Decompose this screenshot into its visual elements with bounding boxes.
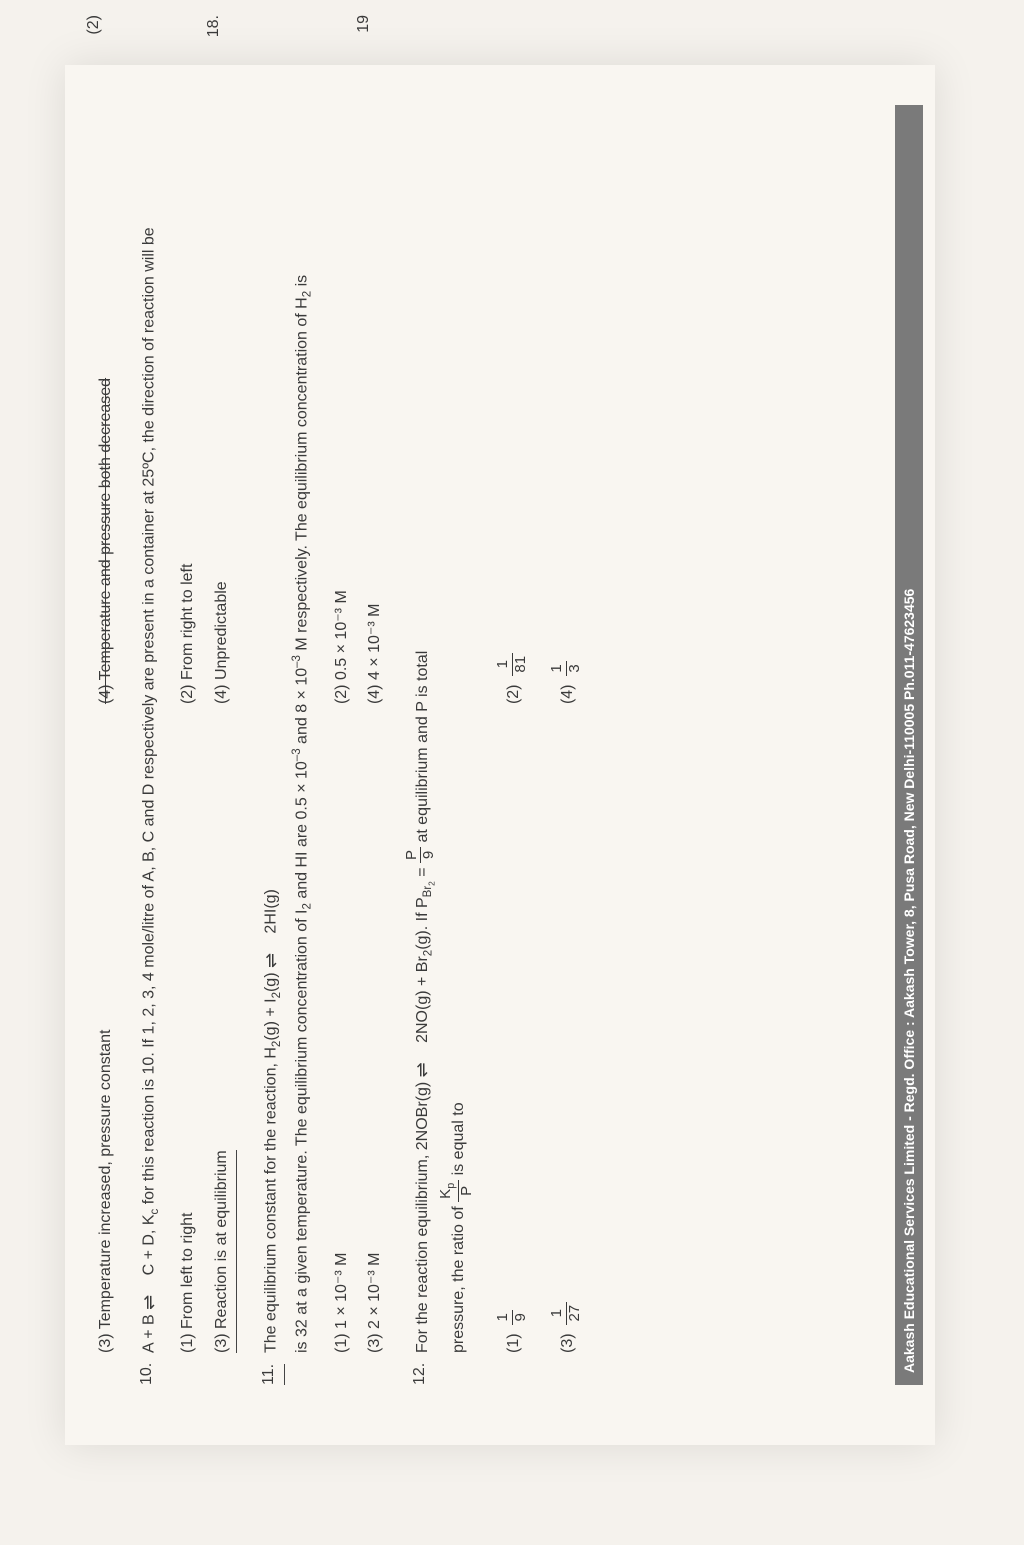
q12-opt2: (2) 181	[497, 105, 531, 704]
q12: 12. For the reaction equilibrium, 2NOBr(…	[406, 105, 477, 1385]
q11: 11. The equilibrium constant for the rea…	[255, 105, 319, 1385]
q12-frac2: KpP	[438, 1180, 475, 1202]
q10-opt2: (2) From right to left	[175, 105, 201, 704]
q9-opt3: (3) Temperature increased, pressure cons…	[93, 704, 119, 1353]
q11-num: 11.	[255, 1353, 319, 1385]
q12-opt1: (1) 19	[497, 704, 531, 1353]
q10-num: 10.	[133, 1353, 166, 1385]
q11-opt1: (1) 1 × 10⁻³ M	[329, 704, 355, 1353]
side-n19: 19	[355, 15, 373, 33]
q12-frac1: P9	[404, 847, 438, 863]
exam-page: (3) Temperature increased, pressure cons…	[65, 65, 935, 1445]
q10-options-row1: (1) From left to right (2) From right to…	[175, 105, 201, 1353]
equilibrium-arrows-icon	[133, 1280, 166, 1310]
q11-options-row2: (3) 2 × 10⁻³ M (4) 4 × 10⁻³ M	[362, 105, 388, 1353]
q9-opt4: (4) Temperature and pressure both decrea…	[93, 105, 119, 704]
q9-options-row: (3) Temperature increased, pressure cons…	[93, 105, 119, 1353]
q12-text: For the reaction equilibrium, 2NOBr(g) 2…	[406, 105, 477, 1353]
q10-text: A + B C + D, Kc for this reaction is 10.…	[133, 105, 166, 1353]
q11-options-row1: (1) 1 × 10⁻³ M (2) 0.5 × 10⁻³ M	[329, 105, 355, 1353]
q11-opt4: (4) 4 × 10⁻³ M	[362, 105, 388, 704]
q12-opt3: (3) 127	[551, 704, 585, 1353]
q10-opt3: (3) Reaction is at equilibrium	[209, 704, 237, 1353]
equilibrium-arrows-icon	[406, 1047, 439, 1077]
q12-num: 12.	[406, 1353, 477, 1385]
q11-opt3: (3) 2 × 10⁻³ M	[362, 704, 388, 1353]
q10: 10. A + B C + D, Kc for this reaction is…	[133, 105, 166, 1385]
equilibrium-arrows-icon	[255, 938, 288, 968]
q11-text: The equilibrium constant for the reactio…	[255, 105, 319, 1353]
side-n18: 18.	[205, 15, 223, 37]
q10-options-row2: (3) Reaction is at equilibrium (4) Unpre…	[209, 105, 237, 1353]
q10-opt1: (1) From left to right	[175, 704, 201, 1353]
q12-options-row2: (3) 127 (4) 13	[551, 105, 585, 1353]
q12-options-row1: (1) 19 (2) 181	[497, 105, 531, 1353]
q11-opt2: (2) 0.5 × 10⁻³ M	[329, 105, 355, 704]
q10-opt4: (4) Unpredictable	[209, 105, 237, 704]
page-footer: Aakash Educational Services Limited - Re…	[895, 105, 923, 1385]
side-paren2: (2)	[85, 15, 103, 35]
q12-opt4: (4) 13	[551, 105, 585, 704]
